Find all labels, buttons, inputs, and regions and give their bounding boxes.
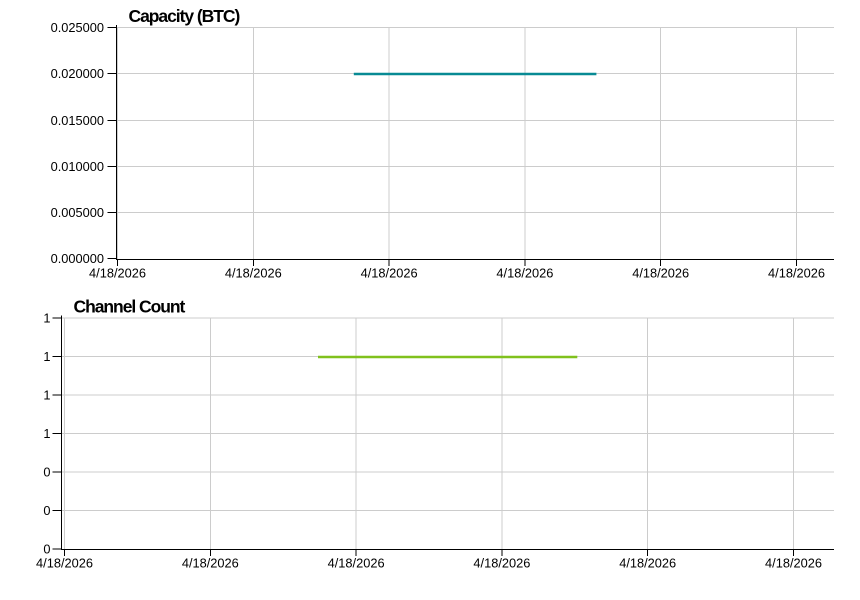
svg-text:0.025000: 0.025000 bbox=[51, 20, 104, 35]
svg-text:4/18/2026: 4/18/2026 bbox=[328, 556, 385, 571]
svg-text:0: 0 bbox=[43, 503, 50, 518]
svg-text:0.020000: 0.020000 bbox=[51, 66, 104, 81]
svg-text:0.000000: 0.000000 bbox=[51, 251, 104, 266]
svg-text:0.010000: 0.010000 bbox=[51, 159, 104, 174]
svg-text:4/18/2026: 4/18/2026 bbox=[632, 266, 689, 281]
svg-text:1: 1 bbox=[43, 311, 50, 326]
svg-text:4/18/2026: 4/18/2026 bbox=[496, 266, 553, 281]
svg-text:0: 0 bbox=[43, 542, 50, 557]
svg-text:0.015000: 0.015000 bbox=[51, 113, 104, 128]
svg-text:1: 1 bbox=[43, 349, 50, 364]
svg-text:0.005000: 0.005000 bbox=[51, 205, 104, 220]
svg-text:4/18/2026: 4/18/2026 bbox=[182, 556, 239, 571]
svg-text:Channel Count: Channel Count bbox=[74, 297, 186, 317]
svg-text:1: 1 bbox=[43, 426, 50, 441]
svg-text:4/18/2026: 4/18/2026 bbox=[768, 266, 825, 281]
svg-text:0: 0 bbox=[43, 465, 50, 480]
svg-text:4/18/2026: 4/18/2026 bbox=[89, 266, 146, 281]
svg-text:Capacity (BTC): Capacity (BTC) bbox=[129, 6, 240, 26]
svg-text:4/18/2026: 4/18/2026 bbox=[225, 266, 282, 281]
svg-text:1: 1 bbox=[43, 388, 50, 403]
svg-text:4/18/2026: 4/18/2026 bbox=[473, 556, 530, 571]
svg-text:4/18/2026: 4/18/2026 bbox=[619, 556, 676, 571]
svg-text:4/18/2026: 4/18/2026 bbox=[765, 556, 822, 571]
svg-text:4/18/2026: 4/18/2026 bbox=[36, 556, 93, 571]
svg-text:4/18/2026: 4/18/2026 bbox=[361, 266, 418, 281]
